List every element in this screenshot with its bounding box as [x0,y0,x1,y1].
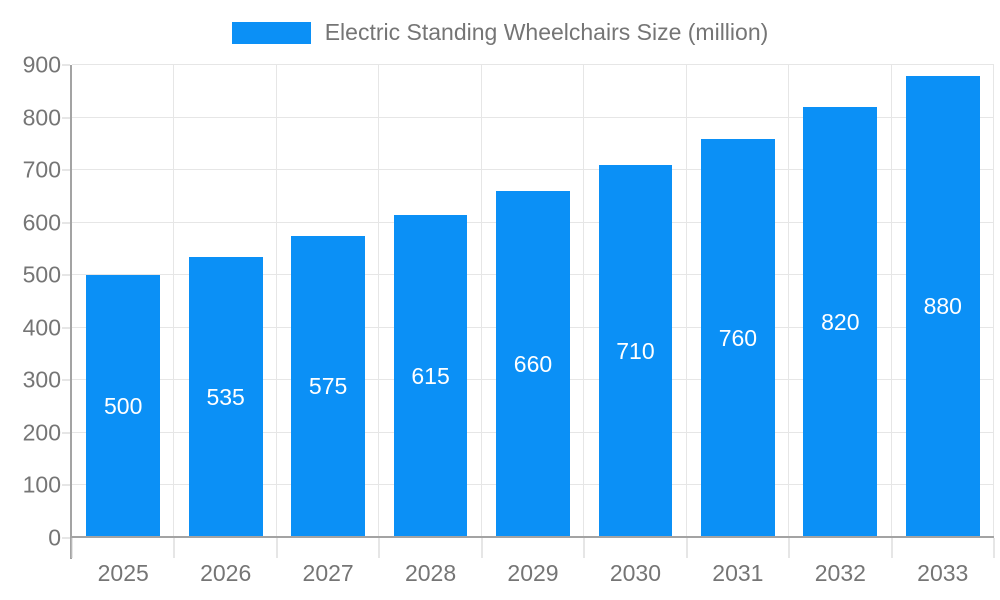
x-axis-tick [173,538,175,558]
bar-2027[interactable]: 575 [291,235,365,538]
y-axis-tick [62,484,70,486]
y-axis-tick [62,64,70,66]
y-axis-tick [62,274,70,276]
y-axis-label: 200 [22,419,61,446]
y-axis-label: 800 [22,104,61,131]
y-axis-label: 600 [22,209,61,236]
x-axis-ticks [71,538,995,558]
x-axis-tick [891,538,893,558]
bar-value-label: 535 [206,383,245,410]
gridline-vertical [685,65,687,538]
x-axis-label: 2028 [404,560,457,586]
x-axis-tick [71,538,73,558]
x-axis-label: 2032 [814,560,866,586]
x-axis-label: 2030 [609,560,662,586]
gridline-horizontal [72,169,994,171]
gridline-vertical [480,65,482,538]
y-axis-label: 300 [22,366,61,393]
gridline-vertical [378,65,380,538]
x-axis-tick [481,538,483,558]
y-axis-label: 500 [22,261,61,288]
bar-value-label: 660 [513,351,553,378]
x-axis-tick [276,538,278,558]
y-axis-tick [62,169,70,171]
y-axis-label: 0 [48,524,61,551]
bar-value-label: 820 [821,309,860,336]
bar-value-label: 500 [104,393,143,420]
x-axis-label: 2029 [507,560,559,586]
y-axis-tick [62,117,70,119]
y-axis-ticks [62,64,70,539]
gridline-vertical [993,65,994,538]
x-axis-tick [378,538,380,558]
x-axis-tick [686,538,688,558]
bar-value-label: 760 [718,324,758,351]
bar-2033[interactable]: 880 [905,75,980,538]
y-axis-line [70,65,72,559]
y-axis-labels: 0 100 200 300 400 500 600 700 800 900 [0,52,61,551]
y-axis-label: 900 [22,51,61,78]
bar-2028[interactable]: 615 [393,214,468,538]
gridline-vertical [583,65,585,538]
gridline-vertical [788,65,790,538]
bar-value-label: 710 [616,337,655,364]
x-axis-label: 2026 [200,560,252,586]
y-axis-tick [62,327,70,329]
x-axis-label: 2027 [302,560,354,586]
x-axis-tick [788,538,790,558]
legend[interactable]: Electric Standing Wheelchairs Size (mill… [0,19,1000,46]
plot-area: 500 535 575 615 660 710 760 820 880 [72,64,994,538]
gridline-horizontal [72,64,994,65]
bar-2032[interactable]: 820 [803,107,878,538]
bar-value-label: 880 [923,293,962,320]
y-axis-tick [62,432,70,434]
gridline-vertical [173,65,175,538]
bar-2026[interactable]: 535 [188,256,263,538]
legend-swatch [231,21,311,44]
bar-value-label: 615 [411,362,450,389]
y-axis-label: 400 [22,314,61,341]
y-axis-tick [62,537,70,539]
bar-2030[interactable]: 710 [598,164,673,538]
y-axis-tick [62,222,70,224]
bar-2031[interactable]: 760 [701,138,775,538]
legend-label: Electric Standing Wheelchairs Size (mill… [324,19,769,45]
x-axis-label: 2033 [917,560,969,586]
y-axis-tick [62,379,70,381]
x-axis-label: 2031 [712,560,764,586]
bar-value-label: 575 [308,373,348,400]
x-axis-label: 2025 [97,560,149,586]
x-axis-line [71,536,994,538]
x-axis-tick [993,538,995,558]
x-axis-labels: 2025 2026 2027 2028 2029 2030 2031 2032 2033 [72,560,994,592]
bar-2029[interactable]: 660 [496,191,570,538]
gridline-horizontal [72,116,994,118]
gridline-vertical [890,65,892,538]
x-axis-tick [583,538,585,558]
y-axis-label: 700 [22,156,61,183]
gridline-vertical [275,65,277,538]
y-axis-label: 100 [22,471,61,498]
bar-2025[interactable]: 500 [86,275,161,538]
